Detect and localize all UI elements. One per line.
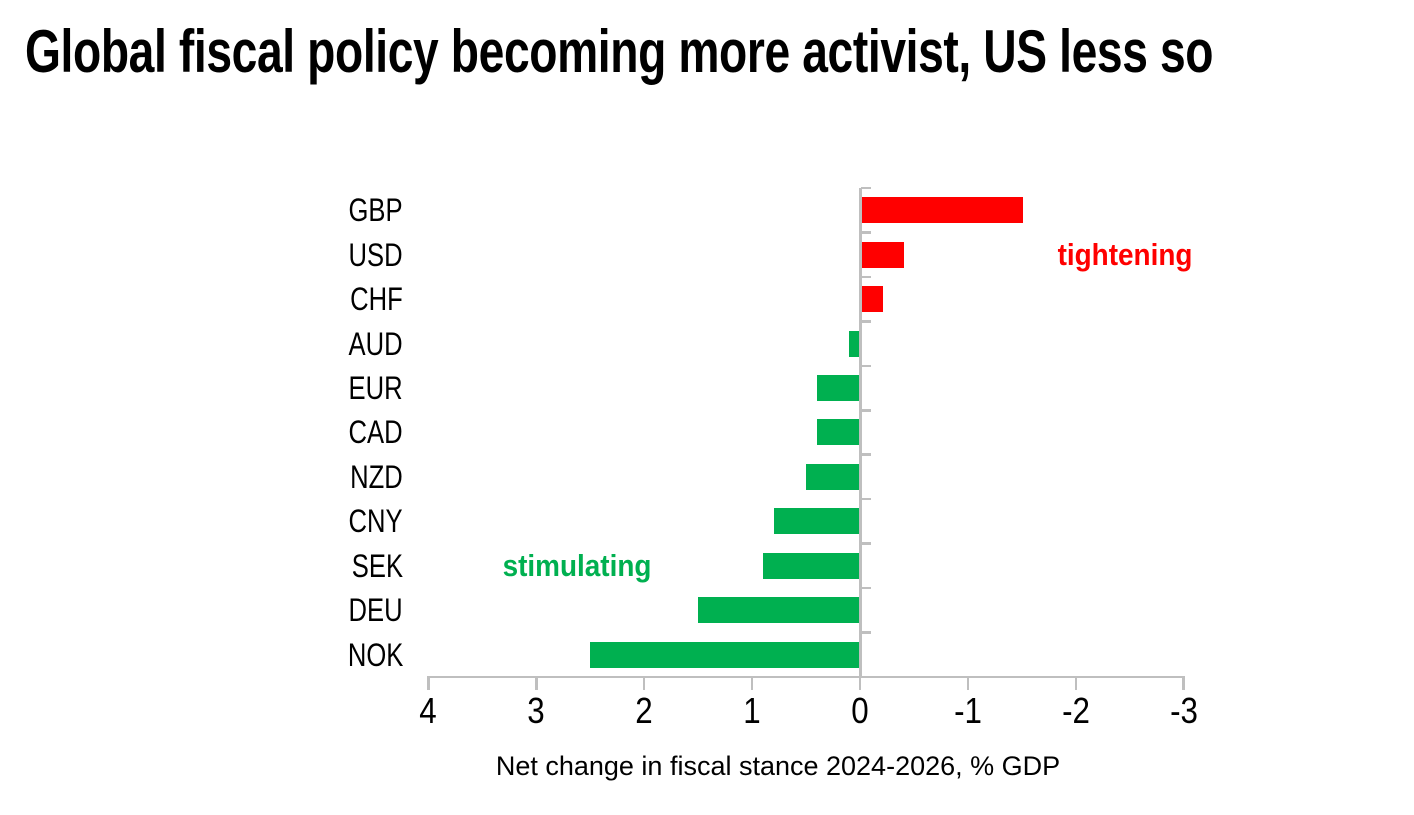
- x-axis-line: [427, 675, 1185, 678]
- y-axis-tick: [861, 275, 871, 279]
- category-label-CAD: CAD: [348, 414, 403, 451]
- category-label-CNY: CNY: [348, 503, 403, 540]
- category-label-SEK: SEK: [351, 547, 403, 584]
- y-axis-tick: [861, 631, 871, 634]
- x-axis-tick: [1074, 675, 1078, 690]
- x-axis-tick: [642, 675, 646, 690]
- x-axis-tick: [750, 675, 754, 690]
- x-tick-label--1: -1: [953, 690, 982, 731]
- category-label-CHF: CHF: [350, 281, 403, 318]
- category-label-DEU: DEU: [348, 592, 403, 629]
- bar-AUD: [849, 330, 860, 357]
- x-axis-tick: [1182, 675, 1185, 690]
- x-tick-label-3: 3: [527, 690, 546, 731]
- bar-CHF: [861, 286, 883, 313]
- y-axis-tick: [861, 364, 871, 368]
- x-tick-label--3: -3: [1169, 690, 1198, 731]
- y-axis-tick: [861, 231, 871, 234]
- category-label-GBP: GBP: [348, 192, 403, 229]
- category-label-NZD: NZD: [350, 458, 403, 495]
- bar-GBP: [861, 197, 1023, 224]
- bar-USD: [861, 241, 905, 268]
- x-tick-label-1: 1: [743, 690, 761, 731]
- x-axis-tick: [966, 675, 970, 690]
- category-label-NOK: NOK: [347, 636, 403, 673]
- y-axis-tick: [861, 320, 871, 323]
- category-label-AUD: AUD: [348, 325, 403, 362]
- x-axis-label: Net change in fiscal stance 2024-2026, %…: [495, 751, 1061, 781]
- x-tick-label-0: 0: [851, 690, 869, 731]
- y-axis-line: [859, 188, 862, 678]
- annotation-tightening: tightening: [1057, 236, 1193, 272]
- y-axis-tick: [861, 409, 871, 412]
- x-axis-tick: [858, 675, 862, 690]
- bar-EUR: [816, 375, 860, 402]
- y-axis-tick: [861, 542, 871, 545]
- x-axis-tick: [535, 675, 538, 690]
- y-axis-tick: [861, 497, 871, 501]
- bar-CNY: [773, 508, 860, 535]
- x-tick-label-4: 4: [419, 690, 438, 731]
- chart-title: Global fiscal policy becoming more activ…: [25, 18, 1214, 85]
- y-axis-tick: [861, 586, 871, 590]
- x-axis-tick: [427, 675, 430, 690]
- y-axis-tick: [861, 453, 871, 456]
- x-tick-label-2: 2: [635, 690, 653, 731]
- bar-SEK: [762, 552, 860, 579]
- annotation-stimulating: stimulating: [502, 547, 652, 583]
- y-axis-tick: [861, 186, 871, 190]
- bar-NOK: [590, 641, 860, 668]
- bar-NZD: [806, 463, 860, 490]
- x-tick-label--2: -2: [1061, 690, 1090, 731]
- bar-CAD: [816, 419, 860, 446]
- category-label-USD: USD: [348, 236, 403, 273]
- category-label-EUR: EUR: [348, 370, 403, 407]
- bar-DEU: [698, 597, 860, 624]
